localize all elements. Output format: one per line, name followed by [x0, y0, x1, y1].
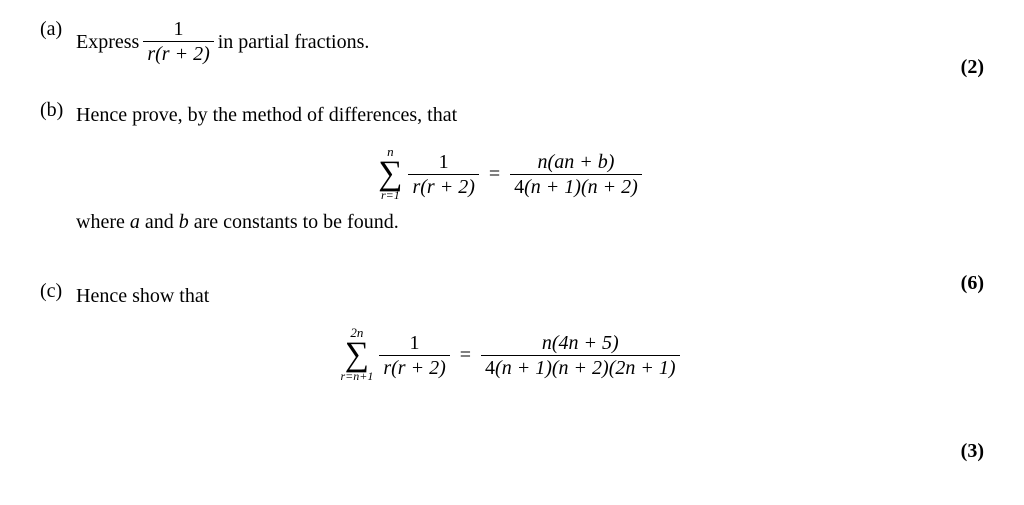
part-c-text: Hence show that	[76, 280, 984, 312]
exam-question-page: (a) Express 1 r(r + 2) in partial fracti…	[0, 0, 1024, 384]
part-a-fraction: 1 r(r + 2)	[143, 18, 213, 65]
part-a-text: Express 1 r(r + 2) in partial fractions.	[76, 18, 984, 65]
part-c-lhs-frac: 1 r(r + 2)	[379, 332, 449, 379]
equals-c: =	[460, 344, 471, 367]
part-c-equation: 2n ∑ r=n+1 1 r(r + 2) = n(4n + 5) 4(n + …	[40, 320, 984, 384]
part-b-equation: n ∑ r=1 1 r(r + 2) = n(an + b) 4(n + 1)(…	[40, 139, 984, 203]
part-a-frac-den: r(r + 2)	[143, 41, 213, 65]
part-a-label: (a)	[40, 18, 76, 41]
sigma-icon: ∑	[378, 159, 402, 189]
part-b-rhs-frac: n(an + b) 4(n + 1)(n + 2)	[510, 151, 642, 198]
part-c-label: (c)	[40, 280, 76, 303]
part-c-rhs-frac: n(4n + 5) 4(n + 1)(n + 2)(2n + 1)	[481, 332, 679, 379]
part-a-row: (a) Express 1 r(r + 2) in partial fracti…	[40, 18, 984, 65]
part-a-pre: Express	[76, 26, 139, 58]
part-b-after: where a and b are constants to be found.	[76, 211, 984, 234]
part-b-row: (b) Hence prove, by the method of differ…	[40, 99, 984, 131]
part-b-marks: (6)	[961, 272, 984, 295]
sum-symbol-c: 2n ∑ r=n+1	[340, 326, 373, 384]
part-c-marks: (3)	[961, 440, 984, 463]
part-b-label: (b)	[40, 99, 76, 122]
part-b-lhs-frac: 1 r(r + 2)	[408, 151, 478, 198]
sigma-icon: ∑	[345, 340, 369, 370]
part-a-marks: (2)	[961, 56, 984, 79]
part-a-frac-num: 1	[170, 18, 188, 41]
part-a-post: in partial fractions.	[218, 26, 370, 58]
equals-b: =	[489, 163, 500, 186]
part-c-row: (c) Hence show that	[40, 280, 984, 312]
part-b-text: Hence prove, by the method of difference…	[76, 99, 984, 131]
sum-symbol-b: n ∑ r=1	[378, 145, 402, 203]
